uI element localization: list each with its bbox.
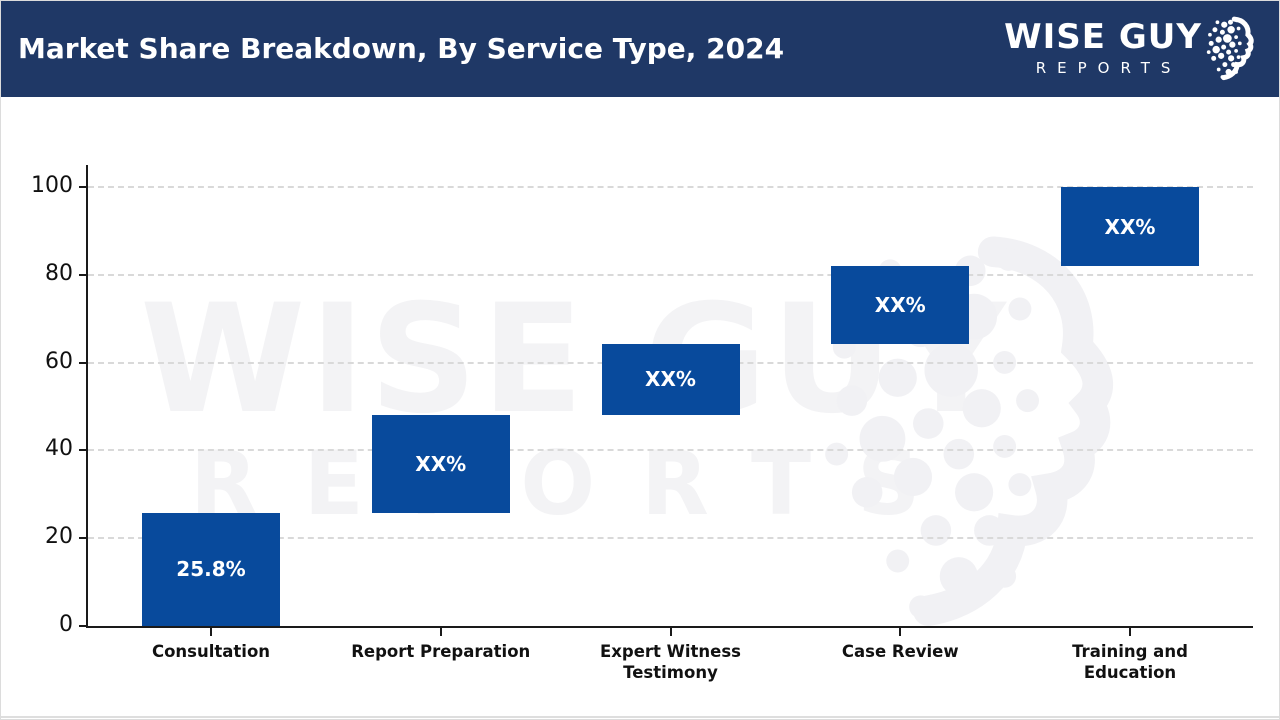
wiseguy-logo-text: WISE GUY REPORTS <box>1004 20 1202 77</box>
x-tick-mark <box>669 628 672 636</box>
wiseguy-logo-name: WISE GUY <box>1004 17 1202 57</box>
wiseguy-logo: WISE GUY REPORTS <box>1004 11 1256 87</box>
bar-segment: 25.8% <box>142 512 280 626</box>
bar-segment: XX% <box>831 266 970 344</box>
x-axis <box>86 626 1253 628</box>
bar-value-label: XX% <box>645 367 696 392</box>
page-title: Market Share Breakdown, By Service Type,… <box>18 32 785 65</box>
header-bar: Market Share Breakdown, By Service Type,… <box>0 0 1280 97</box>
gridline-80 <box>88 273 1253 276</box>
y-tick-mark <box>79 361 87 364</box>
x-tick-mark <box>439 628 442 636</box>
y-tick-label: 0 <box>59 612 73 637</box>
x-tick-mark <box>210 628 212 636</box>
bar-segment: XX% <box>371 415 510 513</box>
wiseguy-logo-reports: REPORTS <box>1035 59 1182 77</box>
category-label: Expert Witness Testimony <box>599 642 741 682</box>
wiseguy-face-icon <box>1200 11 1256 87</box>
y-tick-mark <box>79 449 87 452</box>
y-tick-label: 100 <box>31 173 73 198</box>
gridline-20 <box>88 537 1253 540</box>
y-tick-mark <box>79 186 87 188</box>
y-tick-mark <box>79 625 87 627</box>
category-label: Report Preparation <box>351 642 531 661</box>
bar-segment: XX% <box>1061 187 1199 267</box>
x-tick-mark <box>1129 628 1131 636</box>
y-tick-label: 40 <box>45 436 73 462</box>
bar-value-label: XX% <box>874 292 926 317</box>
category-label: Case Review <box>841 642 959 661</box>
y-tick-label: 80 <box>45 260 73 286</box>
x-tick-mark <box>899 628 902 636</box>
category-label: Training and Education <box>1072 642 1188 682</box>
y-tick-label: 20 <box>45 524 73 550</box>
bar-value-label: XX% <box>1104 214 1156 239</box>
bar-value-label: XX% <box>415 451 467 476</box>
y-tick-mark <box>79 273 87 276</box>
bar-value-label: 25.8% <box>176 557 246 582</box>
gridline-100 <box>88 186 1253 188</box>
y-tick-mark <box>79 537 87 540</box>
y-tick-label: 60 <box>45 348 73 374</box>
gridline-40 <box>88 449 1253 452</box>
category-label: Consultation <box>151 642 271 661</box>
bottom-border-line <box>0 716 1280 718</box>
y-axis <box>86 165 88 626</box>
bar-segment: XX% <box>601 343 740 416</box>
